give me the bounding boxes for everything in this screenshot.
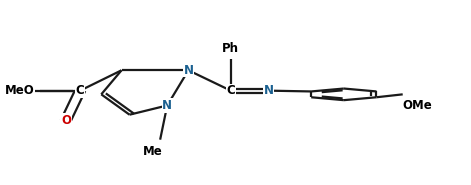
Text: MeO: MeO [5, 84, 34, 97]
Text: Me: Me [143, 145, 163, 158]
Text: N: N [183, 64, 194, 77]
Text: C: C [76, 84, 84, 97]
Text: N: N [162, 99, 172, 112]
Text: N: N [263, 84, 274, 97]
Text: Ph: Ph [222, 42, 239, 55]
Text: C: C [227, 84, 235, 97]
Text: O: O [61, 114, 71, 127]
Text: OMe: OMe [403, 99, 432, 112]
